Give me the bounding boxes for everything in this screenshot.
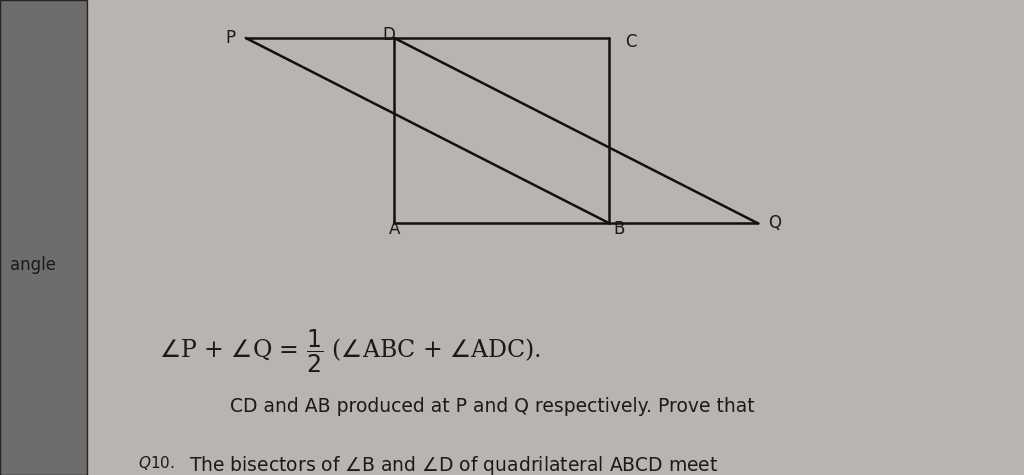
Text: $\mathit{Q}$10.: $\mathit{Q}$10. — [138, 454, 175, 472]
FancyBboxPatch shape — [0, 0, 87, 475]
Text: Q: Q — [768, 214, 781, 232]
Text: The bisectors of $\angle$B and $\angle$D of quadrilateral ABCD meet: The bisectors of $\angle$B and $\angle$D… — [189, 454, 719, 475]
Text: angle: angle — [10, 256, 56, 275]
Text: P: P — [225, 29, 236, 47]
Text: A: A — [388, 219, 400, 238]
Text: $\angle$P + $\angle$Q = $\dfrac{1}{2}$ ($\angle$ABC + $\angle$ADC).: $\angle$P + $\angle$Q = $\dfrac{1}{2}$ (… — [159, 328, 541, 375]
Text: B: B — [613, 219, 626, 238]
Text: D: D — [383, 26, 395, 44]
Text: CD and AB produced at P and Q respectively. Prove that: CD and AB produced at P and Q respective… — [230, 397, 755, 416]
Text: C: C — [625, 33, 636, 51]
